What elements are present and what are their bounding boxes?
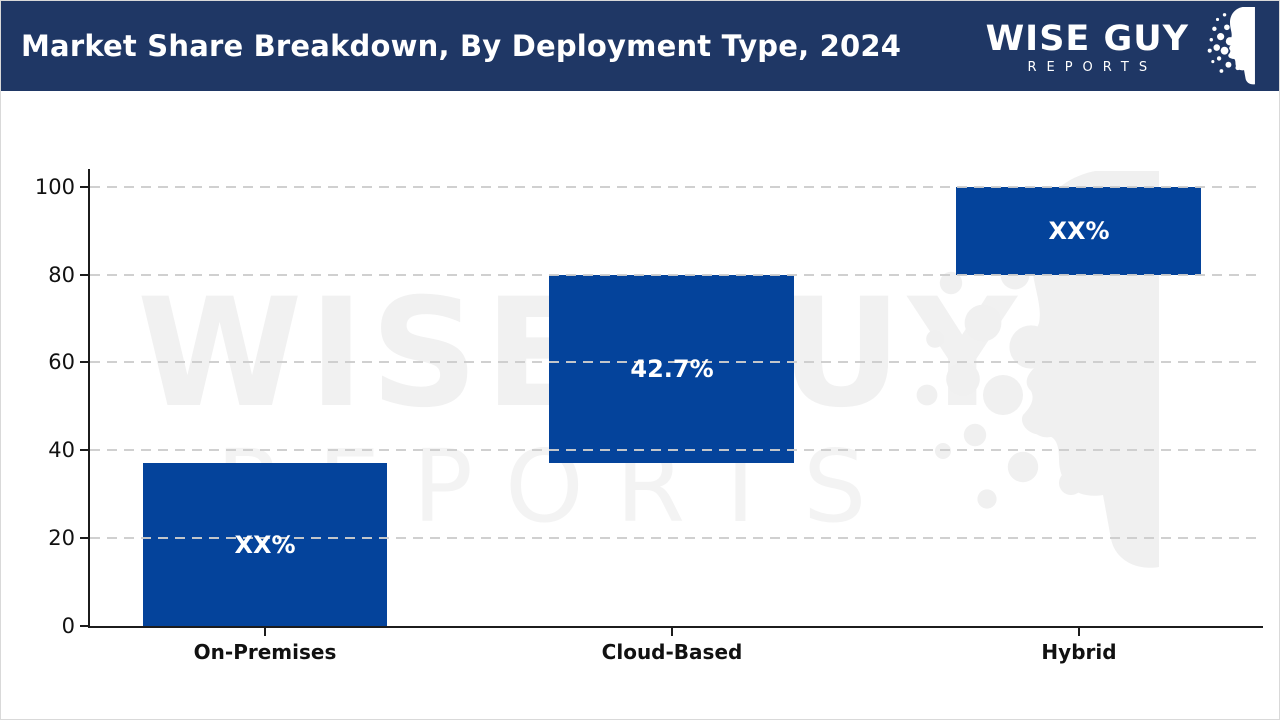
y-tick-label: 20 <box>48 526 75 550</box>
wiseguy-logo: WISE GUY REPORTS <box>986 7 1267 89</box>
bar-on-premises <box>143 463 387 626</box>
x-axis-label-on-premises: On-Premises <box>193 640 337 664</box>
x-tick-mark <box>1078 628 1080 636</box>
x-axis-label-hybrid: Hybrid <box>1041 640 1117 664</box>
x-axis-line <box>88 626 1263 628</box>
logo-text: WISE GUY REPORTS <box>986 21 1189 75</box>
gridline-80 <box>90 274 1263 276</box>
chart-title: Market Share Breakdown, By Deployment Ty… <box>21 29 902 63</box>
face-profile-logo-icon <box>1193 7 1267 89</box>
bar-value-label: XX% <box>1048 217 1110 245</box>
x-axis-label-cloud-based: Cloud-Based <box>601 640 743 664</box>
y-tick-mark <box>80 361 89 363</box>
y-tick-mark <box>80 625 89 627</box>
y-tick-mark <box>80 449 89 451</box>
gridline-20 <box>90 537 1263 539</box>
bar-hybrid <box>956 187 1201 275</box>
gridline-100 <box>90 186 1263 188</box>
y-tick-mark <box>80 537 89 539</box>
logo-subtitle: REPORTS <box>1027 59 1158 75</box>
y-tick-label: 40 <box>48 438 75 462</box>
bar-value-label: 42.7% <box>630 355 714 383</box>
y-tick-mark <box>80 274 89 276</box>
x-tick-mark <box>671 628 673 636</box>
y-tick-label: 60 <box>48 350 75 374</box>
header-bar: Market Share Breakdown, By Deployment Ty… <box>1 1 1279 91</box>
gridline-40 <box>90 449 1263 451</box>
y-tick-label: 0 <box>61 614 75 638</box>
x-tick-mark <box>264 628 266 636</box>
y-axis-line <box>88 169 90 628</box>
logo-wordmark: WISE GUY <box>985 19 1189 60</box>
y-tick-mark <box>80 186 89 188</box>
bar-cloud-based <box>549 275 794 463</box>
y-tick-label: 100 <box>34 175 75 199</box>
gridline-60 <box>90 361 1263 363</box>
y-tick-label: 80 <box>48 263 75 287</box>
bar-value-label: XX% <box>234 531 296 559</box>
